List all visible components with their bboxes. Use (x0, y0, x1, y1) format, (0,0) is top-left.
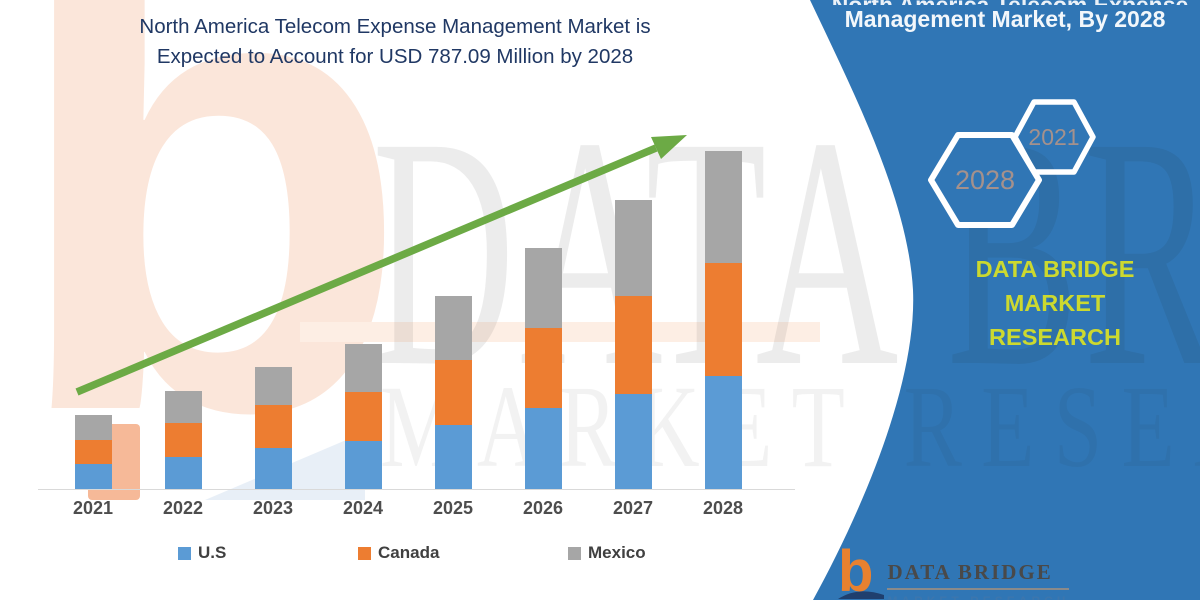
databridge-logo: b DATA BRIDGE MARKET RESEARCH (838, 539, 1070, 600)
bar-2021-us (74, 464, 112, 489)
bar-2028-mexico (704, 151, 742, 263)
legend-item-us: U.S (178, 543, 226, 563)
legend-item-mexico: Mexico (568, 543, 646, 563)
bar-2022-canada (164, 423, 202, 457)
bar-2025-mexico (434, 296, 472, 360)
logo-name: DATA BRIDGE (887, 560, 1070, 590)
x-label-2025: 2025 (432, 498, 474, 518)
bar-2021-mexico (74, 415, 112, 440)
bar-2022-us (164, 457, 202, 489)
bar-2021-canada (74, 440, 112, 464)
side-panel-content: North America Telecom Expense Management… (760, 0, 1200, 600)
x-label-2023: 2023 (252, 498, 294, 518)
chart-title-line2: Expected to Account for USD 787.09 Milli… (156, 45, 634, 68)
side-panel-background (810, 0, 1200, 600)
stacked-bar-plot (74, 151, 742, 489)
bar-2025-us (434, 425, 472, 489)
x-label-2026: 2026 (522, 498, 564, 518)
chart-title: North America Telecom Expense Management… (40, 12, 750, 72)
bar-2026-us (524, 408, 562, 489)
x-label-2021: 2021 (72, 498, 114, 518)
bar-2023-mexico (254, 367, 292, 405)
bar-2024-canada (344, 392, 382, 441)
x-label-2024: 2024 (342, 498, 384, 518)
bar-2028-canada (704, 263, 742, 376)
bar-2025-canada (434, 360, 472, 425)
x-label-2028: 2028 (702, 498, 744, 518)
bar-2026-canada (524, 328, 562, 408)
x-label-2027: 2027 (612, 498, 654, 518)
legend-swatch-mexico (568, 546, 581, 560)
bar-2022-mexico (164, 391, 202, 423)
year-hexagons: 2028 2021 (928, 99, 1096, 228)
legend-swatch-us (178, 546, 191, 560)
legend-label-mexico: Mexico (588, 543, 646, 562)
hexagon-2028-icon (928, 132, 1042, 228)
brand-text-line1: DATA BRIDGE MARKET (975, 256, 1135, 316)
hexagon-2021-label: 2021 (1028, 124, 1079, 150)
brand-text: DATA BRIDGE MARKET RESEARCH (925, 252, 1185, 354)
x-label-2022: 2022 (162, 498, 204, 518)
panel-heading: Management Market, By 2028 (844, 6, 1166, 32)
bar-2023-us (254, 448, 292, 489)
bar-2027-canada (614, 296, 652, 394)
panel-heading-cropped: North America Telecom Expense (830, 0, 1190, 5)
hexagon-2028-label: 2028 (955, 165, 1015, 195)
bar-2023-canada (254, 405, 292, 448)
bar-2024-us (344, 441, 382, 489)
brand-text-line2: RESEARCH (989, 324, 1121, 350)
bar-2027-mexico (614, 200, 652, 296)
logo-swoosh-icon (838, 591, 884, 599)
legend-label-us: U.S (198, 543, 227, 562)
bar-2028-us (704, 376, 742, 489)
x-axis-line (38, 489, 795, 490)
bar-2026-mexico (524, 248, 562, 328)
logo-b-icon: b (838, 539, 874, 600)
chart-title-line1: North America Telecom Expense Management… (139, 15, 651, 38)
legend-item-canada: Canada (358, 543, 439, 563)
logo-subtitle: MARKET RESEARCH (887, 594, 1069, 600)
bar-2024-mexico (344, 344, 382, 392)
legend-label-canada: Canada (378, 543, 440, 562)
bar-2027-us (614, 394, 652, 489)
legend-swatch-canada (358, 546, 371, 560)
